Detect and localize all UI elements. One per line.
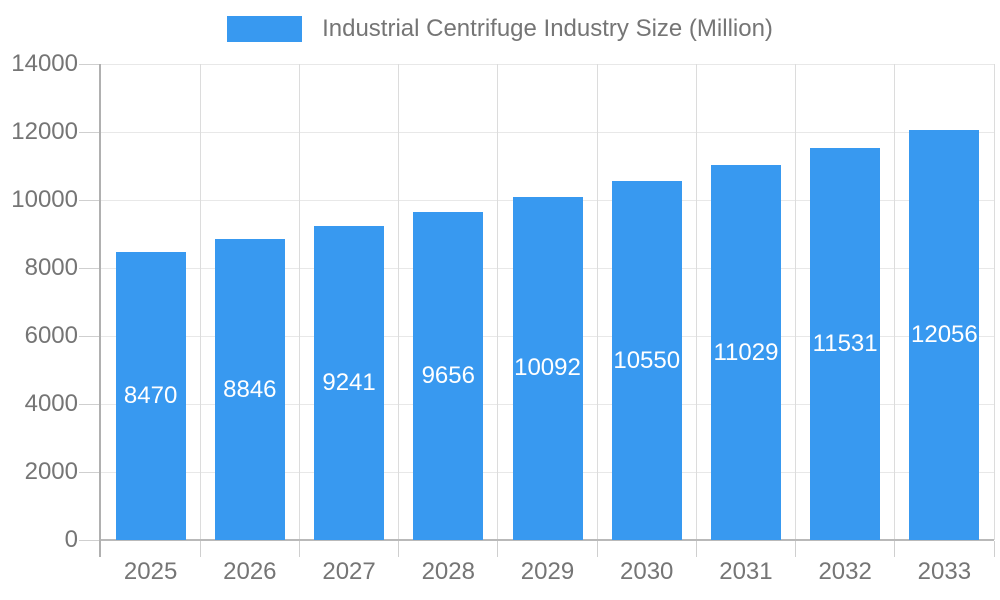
y-axis-tick — [79, 199, 99, 201]
y-axis-line — [99, 64, 101, 557]
y-axis-tick — [79, 539, 99, 541]
gridline-vertical — [795, 64, 797, 540]
y-axis-tick — [79, 403, 99, 405]
bar-value-label: 11029 — [713, 338, 779, 366]
y-tick-label: 0 — [64, 526, 78, 553]
gridline-vertical — [993, 64, 995, 540]
bar — [115, 252, 186, 540]
x-tick-label: 2032 — [818, 558, 872, 585]
x-axis-tick — [497, 541, 499, 557]
gridline-vertical — [398, 64, 400, 540]
gridline-horizontal — [101, 63, 994, 65]
bar — [512, 196, 583, 540]
gridline-vertical — [894, 64, 896, 540]
y-tick-label: 10000 — [11, 186, 78, 213]
bar-value-label: 8470 — [123, 382, 178, 409]
bar — [611, 181, 682, 540]
bar-value-label: 10092 — [514, 354, 581, 382]
y-tick-label: 14000 — [11, 50, 78, 77]
y-tick-label: 12000 — [11, 118, 78, 145]
gridline-vertical — [695, 64, 697, 540]
y-axis-tick — [79, 63, 99, 65]
bar — [909, 130, 980, 540]
x-tick-label: 2025 — [123, 558, 178, 585]
x-axis-tick — [695, 541, 697, 557]
bar — [810, 147, 881, 540]
x-axis-tick — [993, 541, 995, 557]
gridline-vertical — [497, 64, 499, 540]
plot-area: 8470 8846 9241 9656 10092 10550 11029 11531 1205… — [79, 63, 995, 557]
bar-value-label: 11531 — [812, 329, 878, 357]
x-axis-tick — [298, 541, 300, 557]
y-axis-tick — [79, 471, 99, 473]
x-tick-label: 2028 — [421, 558, 475, 585]
y-axis-tick — [79, 335, 99, 337]
y-tick-label: 6000 — [24, 322, 78, 349]
x-tick-label: 2033 — [917, 558, 972, 585]
bar-value-label: 12056 — [911, 321, 978, 349]
x-tick-label: 2026 — [223, 558, 277, 585]
bar-value-label: 9241 — [322, 368, 376, 396]
legend-swatch — [227, 16, 303, 42]
x-tick-label: 2030 — [620, 558, 674, 585]
y-tick-label: 2000 — [24, 458, 78, 485]
bar-value-label: 8846 — [223, 375, 277, 403]
x-tick-label: 2031 — [719, 558, 773, 585]
bar — [710, 165, 781, 540]
x-axis-tick — [199, 541, 201, 557]
gridline-vertical — [596, 64, 598, 540]
x-tick-label: 2029 — [520, 558, 575, 585]
legend: Industrial Centrifuge Industry Size (Mil… — [0, 15, 1000, 43]
x-axis-tick — [894, 541, 896, 557]
bar — [413, 211, 484, 540]
x-axis-line — [99, 539, 994, 541]
bar-value-label: 9656 — [421, 361, 475, 389]
y-axis-tick — [79, 131, 99, 133]
bar-value-label: 10550 — [613, 346, 681, 374]
gridline-horizontal — [101, 131, 994, 133]
x-tick-label: 2027 — [322, 558, 376, 585]
gridline-vertical — [298, 64, 300, 540]
legend-title: Industrial Centrifuge Industry Size (Mil… — [322, 15, 773, 42]
gridline-vertical — [199, 64, 201, 540]
x-axis-tick — [596, 541, 598, 557]
bar — [214, 239, 285, 540]
y-tick-label: 8000 — [24, 254, 78, 281]
y-tick-label: 4000 — [24, 390, 78, 417]
x-axis-tick — [398, 541, 400, 557]
y-axis-tick — [79, 267, 99, 269]
x-axis-tick — [795, 541, 797, 557]
bar — [314, 225, 385, 540]
